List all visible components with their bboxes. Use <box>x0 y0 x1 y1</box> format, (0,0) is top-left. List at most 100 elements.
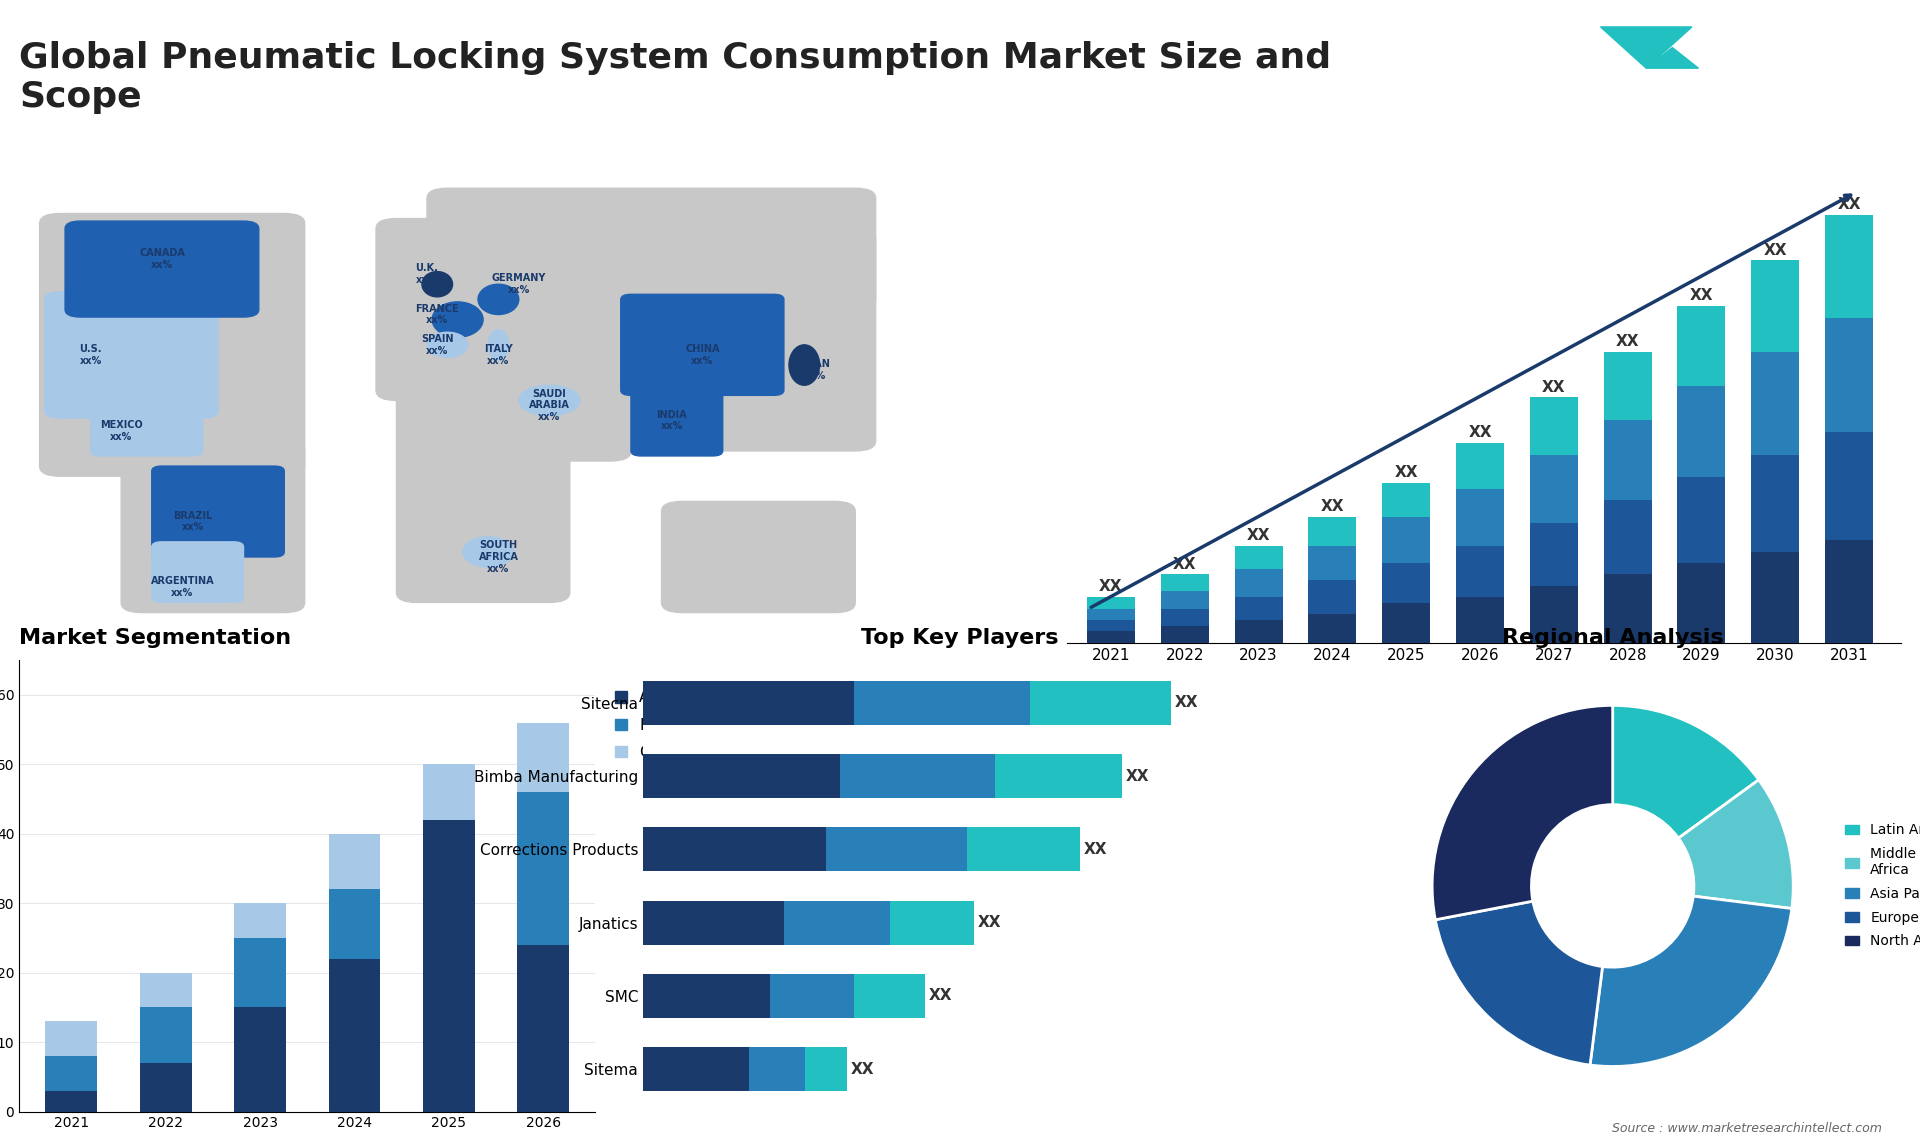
Bar <box>1455 444 1503 488</box>
Bar <box>1603 421 1651 500</box>
Polygon shape <box>1601 26 1692 68</box>
FancyBboxPatch shape <box>426 188 876 309</box>
Bar <box>140 973 192 1007</box>
Bar <box>1235 597 1283 620</box>
Bar <box>643 681 854 724</box>
Bar <box>1678 478 1726 563</box>
FancyBboxPatch shape <box>44 292 219 418</box>
Text: U.S.
xx%: U.S. xx% <box>79 344 102 366</box>
Legend: Latin America, Middle East &
Africa, Asia Pacific, Europe, North America: Latin America, Middle East & Africa, Asi… <box>1845 823 1920 949</box>
Bar <box>1678 563 1726 643</box>
Text: JAPAN
xx%: JAPAN xx% <box>799 360 831 380</box>
Text: XX: XX <box>1083 842 1106 857</box>
Bar <box>1751 260 1799 352</box>
Bar <box>1455 488 1503 545</box>
Wedge shape <box>1590 896 1791 1067</box>
Bar <box>1308 545 1356 580</box>
Bar <box>1603 574 1651 643</box>
Bar <box>1308 580 1356 614</box>
Bar <box>422 819 474 1112</box>
Bar <box>1826 540 1874 643</box>
Bar <box>804 1047 847 1091</box>
FancyBboxPatch shape <box>662 502 854 613</box>
Text: FRANCE
xx%: FRANCE xx% <box>415 304 459 325</box>
Text: XX: XX <box>851 1061 874 1076</box>
Bar <box>1751 551 1799 643</box>
Bar <box>1678 306 1726 386</box>
Text: XX: XX <box>1321 500 1344 515</box>
Ellipse shape <box>789 345 820 385</box>
FancyBboxPatch shape <box>632 380 722 456</box>
Text: Global Pneumatic Locking System Consumption Market Size and
Scope: Global Pneumatic Locking System Consumpt… <box>19 40 1331 115</box>
Bar <box>783 901 889 944</box>
Bar <box>1235 545 1283 568</box>
Bar <box>1455 545 1503 597</box>
Text: CHINA
xx%: CHINA xx% <box>685 344 720 366</box>
Bar <box>1530 398 1578 455</box>
FancyBboxPatch shape <box>620 295 783 395</box>
Text: SOUTH
AFRICA
xx%: SOUTH AFRICA xx% <box>478 541 518 574</box>
Bar <box>841 754 995 798</box>
Text: XX: XX <box>1125 769 1148 784</box>
Bar <box>854 681 1031 724</box>
Legend: Application, Product, Geography: Application, Product, Geography <box>614 690 724 760</box>
Title: Regional Analysis: Regional Analysis <box>1501 628 1724 647</box>
Bar <box>516 792 568 945</box>
FancyBboxPatch shape <box>90 395 204 456</box>
FancyBboxPatch shape <box>396 370 570 603</box>
Bar <box>328 834 380 889</box>
Bar <box>1826 432 1874 540</box>
Bar <box>46 1021 98 1057</box>
Text: GERMANY
xx%: GERMANY xx% <box>492 274 545 295</box>
Bar <box>643 754 841 798</box>
Text: XX: XX <box>1764 243 1788 258</box>
Bar <box>516 723 568 792</box>
Bar <box>995 754 1121 798</box>
Bar <box>1162 574 1210 591</box>
Text: XX: XX <box>1394 465 1419 480</box>
Bar <box>1162 609 1210 626</box>
Bar <box>968 827 1079 871</box>
Bar <box>1087 631 1135 643</box>
Bar <box>770 974 854 1018</box>
Text: XX: XX <box>927 988 952 1004</box>
Bar <box>1678 386 1726 478</box>
Bar <box>1087 597 1135 609</box>
Text: XX: XX <box>1173 557 1196 572</box>
Text: XX: XX <box>1617 333 1640 348</box>
Bar <box>643 901 783 944</box>
Bar <box>1031 681 1171 724</box>
Text: ARGENTINA
xx%: ARGENTINA xx% <box>150 576 215 598</box>
Bar <box>1455 597 1503 643</box>
FancyBboxPatch shape <box>40 213 305 477</box>
Ellipse shape <box>478 284 518 314</box>
Bar <box>422 764 474 819</box>
Bar <box>1162 591 1210 609</box>
Bar <box>1382 603 1430 643</box>
FancyBboxPatch shape <box>488 330 632 461</box>
Bar <box>328 889 380 959</box>
Text: SAUDI
ARABIA
xx%: SAUDI ARABIA xx% <box>528 388 570 422</box>
FancyBboxPatch shape <box>376 219 559 400</box>
Bar <box>1308 614 1356 643</box>
Bar <box>826 827 968 871</box>
Bar <box>1751 352 1799 455</box>
FancyBboxPatch shape <box>549 229 876 450</box>
Bar <box>516 945 568 1112</box>
Bar <box>749 1047 804 1091</box>
Text: XX: XX <box>977 915 1000 931</box>
Text: XX: XX <box>1098 580 1123 595</box>
Text: ITALY
xx%: ITALY xx% <box>484 344 513 366</box>
FancyBboxPatch shape <box>65 221 259 317</box>
Text: BRAZIL
xx%: BRAZIL xx% <box>173 511 211 533</box>
Ellipse shape <box>432 301 484 337</box>
Ellipse shape <box>422 272 453 297</box>
Bar <box>140 1007 192 1063</box>
Bar <box>1751 455 1799 551</box>
FancyBboxPatch shape <box>152 466 284 557</box>
Bar <box>1603 352 1651 421</box>
Bar <box>1826 317 1874 432</box>
Ellipse shape <box>426 332 468 358</box>
Text: SPAIN
xx%: SPAIN xx% <box>420 333 453 355</box>
Text: XX: XX <box>1837 197 1860 212</box>
